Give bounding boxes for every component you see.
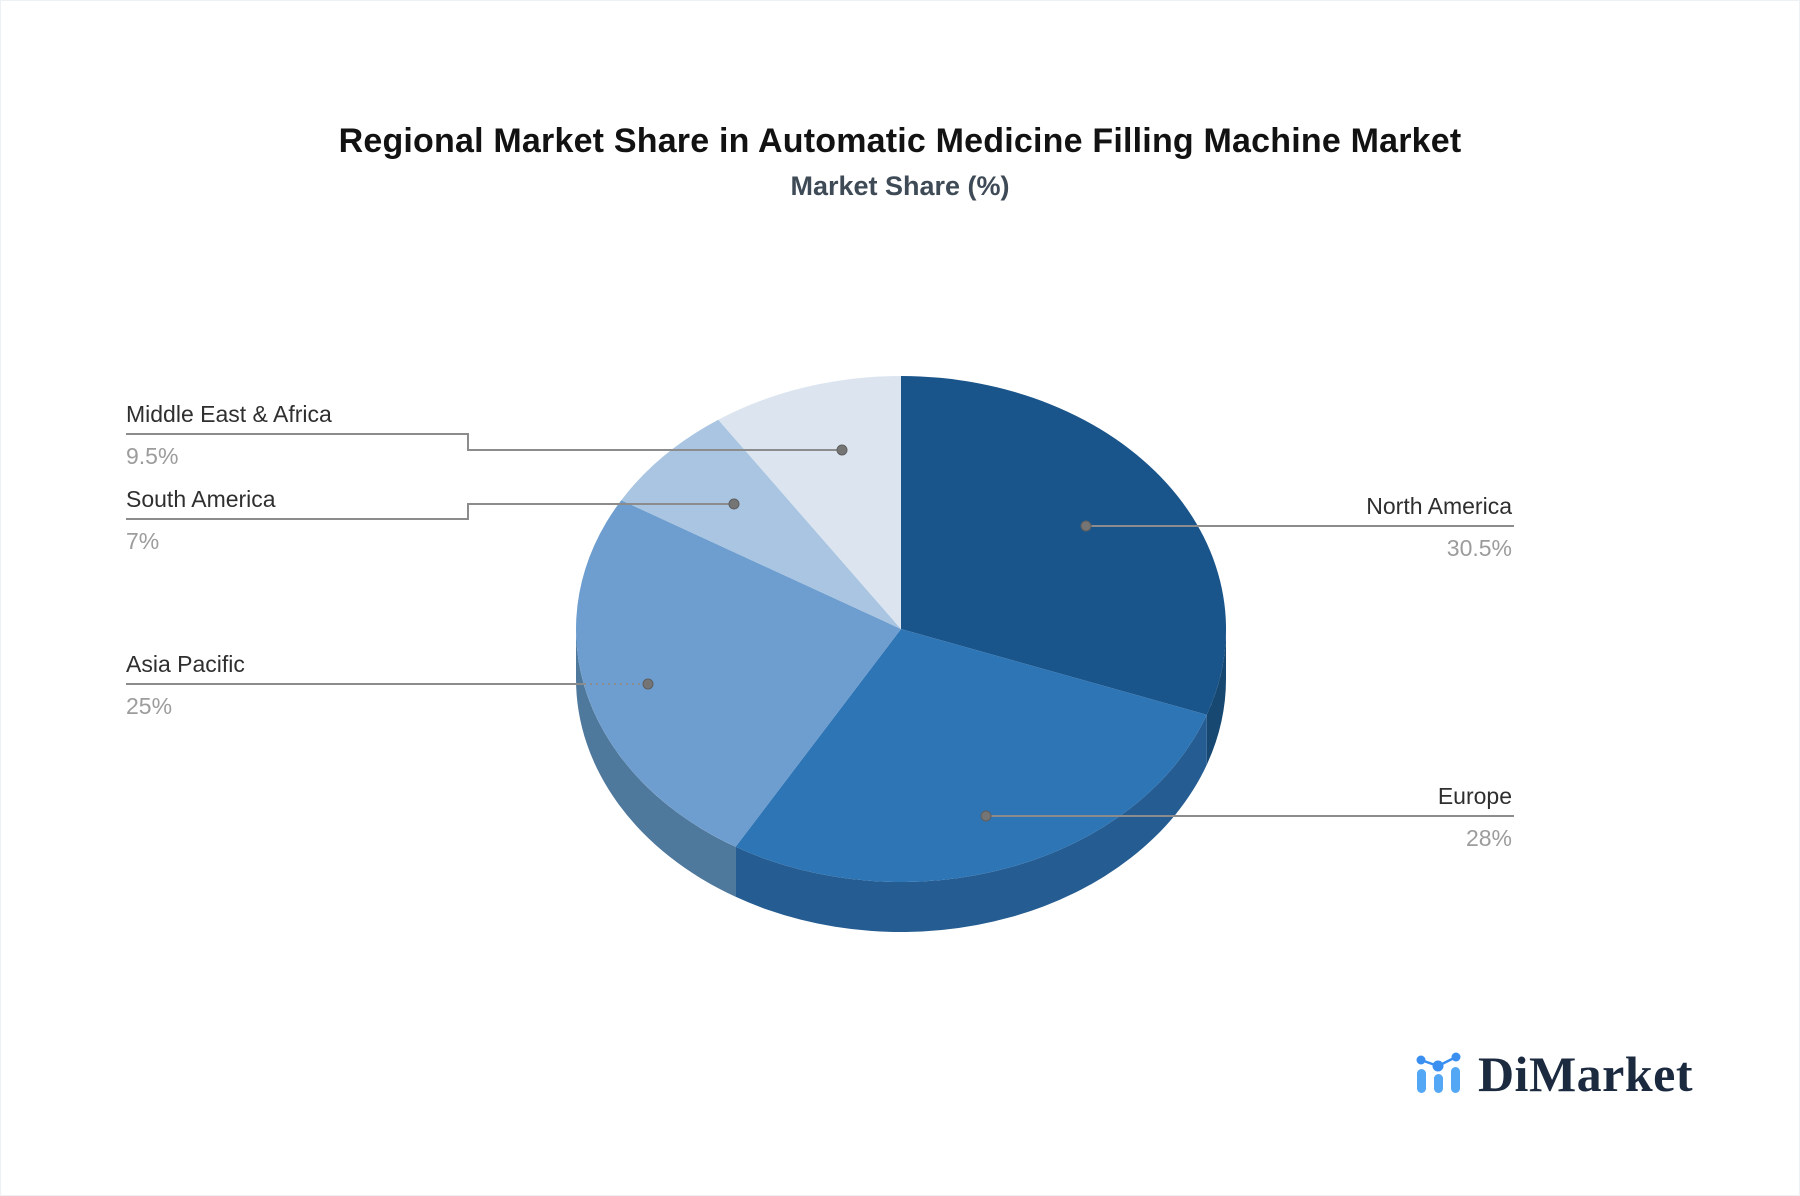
- slice-label: South America: [126, 486, 276, 512]
- slice-value: 25%: [126, 693, 173, 719]
- leader-line-south-america: [126, 503, 734, 520]
- dimarket-logo: DiMarket: [1416, 1048, 1693, 1100]
- pie-slice-europe[interactable]: [735, 629, 1207, 883]
- dimarket-logo-icon: [1416, 1052, 1461, 1093]
- slice-value: 30.5%: [1446, 535, 1512, 561]
- leader-dot-middle-east-africa: [836, 444, 848, 456]
- callout-middle-east-africa: Middle East & Africa 9.5%: [126, 401, 556, 469]
- pie-slice-north-america[interactable]: [901, 376, 1227, 715]
- slice-value: 28%: [1465, 825, 1512, 851]
- slice-value: 7%: [126, 528, 160, 554]
- callout-south-america: South America 7%: [126, 486, 556, 554]
- callout-north-america: North America 30.5%: [1062, 493, 1512, 561]
- leader-dot-south-america: [728, 498, 740, 510]
- callout-asia-pacific: Asia Pacific 25%: [126, 651, 556, 719]
- pie-slice-side-asia-pacific: [576, 629, 736, 897]
- pie-slice-side-europe: [735, 714, 1207, 933]
- chart-title: Regional Market Share in Automatic Medic…: [338, 122, 1462, 160]
- pie-slice-middle-east-africa[interactable]: [718, 376, 901, 629]
- leader-line-middle-east-africa: [126, 433, 842, 451]
- callout-europe: Europe 28%: [1062, 783, 1512, 851]
- slice-label: Europe: [1437, 783, 1512, 809]
- slice-value: 9.5%: [126, 443, 179, 469]
- pie-slice-south-america[interactable]: [621, 419, 901, 629]
- leader-dot-europe: [980, 810, 992, 822]
- pie-slice-asia-pacific[interactable]: [576, 500, 901, 847]
- dimarket-logo-text: DiMarket: [1477, 1046, 1693, 1102]
- chart-subtitle: Market Share (%): [790, 171, 1010, 201]
- slice-label: Middle East & Africa: [126, 401, 332, 427]
- leader-dot-north-america: [1080, 520, 1092, 532]
- pie-slice-side-north-america: [1206, 629, 1226, 765]
- leader-dot-asia-pacific: [642, 678, 654, 690]
- slice-label: Asia Pacific: [126, 651, 245, 677]
- slice-label: North America: [1366, 493, 1512, 519]
